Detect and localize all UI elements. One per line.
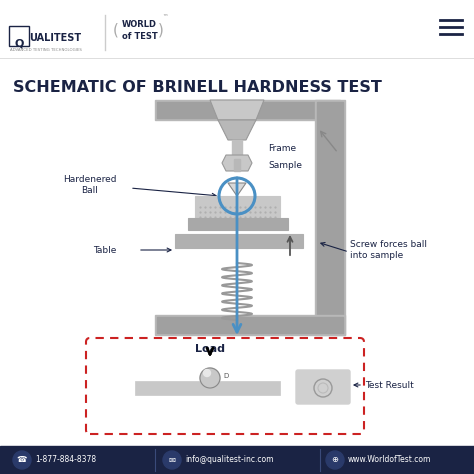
Text: WORLD: WORLD <box>122 20 157 29</box>
Text: ™: ™ <box>162 15 167 20</box>
Text: UALITEST: UALITEST <box>29 33 81 43</box>
Circle shape <box>200 368 220 388</box>
Text: Table: Table <box>93 246 117 255</box>
Text: ✉: ✉ <box>168 456 175 465</box>
Text: (: ( <box>113 22 119 37</box>
Text: ⊕: ⊕ <box>331 456 338 465</box>
Text: www.WorldofTest.com: www.WorldofTest.com <box>348 456 431 465</box>
Bar <box>155 315 345 335</box>
Text: info@qualitest-inc.com: info@qualitest-inc.com <box>185 456 273 465</box>
Bar <box>175 234 303 248</box>
Circle shape <box>163 451 181 469</box>
Circle shape <box>203 370 210 376</box>
Text: Test Result: Test Result <box>365 381 414 390</box>
Polygon shape <box>210 100 264 120</box>
Bar <box>232 140 242 155</box>
Circle shape <box>326 451 344 469</box>
Text: Q: Q <box>14 38 24 48</box>
Circle shape <box>13 451 31 469</box>
Bar <box>317 102 343 333</box>
Bar <box>195 196 280 218</box>
Polygon shape <box>222 155 252 171</box>
Polygon shape <box>218 120 256 140</box>
FancyBboxPatch shape <box>296 370 350 404</box>
Bar <box>157 102 338 118</box>
Text: Screw forces ball
into sample: Screw forces ball into sample <box>350 240 427 260</box>
Text: Hardenered
Ball: Hardenered Ball <box>63 175 117 195</box>
Text: Sample: Sample <box>268 161 302 170</box>
Text: SCHEMATIC OF BRINELL HARDNESS TEST: SCHEMATIC OF BRINELL HARDNESS TEST <box>13 80 382 95</box>
Bar <box>135 381 280 395</box>
Text: ADVANCED TESTING TECHNOLOGIES: ADVANCED TESTING TECHNOLOGIES <box>10 48 82 52</box>
Bar <box>0 446 474 474</box>
Bar <box>188 218 288 230</box>
Text: of TEST: of TEST <box>122 32 158 41</box>
FancyBboxPatch shape <box>86 338 364 434</box>
Text: Load: Load <box>195 344 225 354</box>
Text: Frame: Frame <box>268 144 296 153</box>
Bar <box>315 100 345 335</box>
Polygon shape <box>228 183 246 196</box>
Bar <box>157 317 343 333</box>
Text: D: D <box>223 373 228 379</box>
FancyBboxPatch shape <box>9 26 29 46</box>
Text: ): ) <box>158 22 164 37</box>
Bar <box>234 159 240 171</box>
Text: 1-877-884-8378: 1-877-884-8378 <box>35 456 96 465</box>
Bar <box>155 100 340 120</box>
Text: ☎: ☎ <box>17 456 27 465</box>
